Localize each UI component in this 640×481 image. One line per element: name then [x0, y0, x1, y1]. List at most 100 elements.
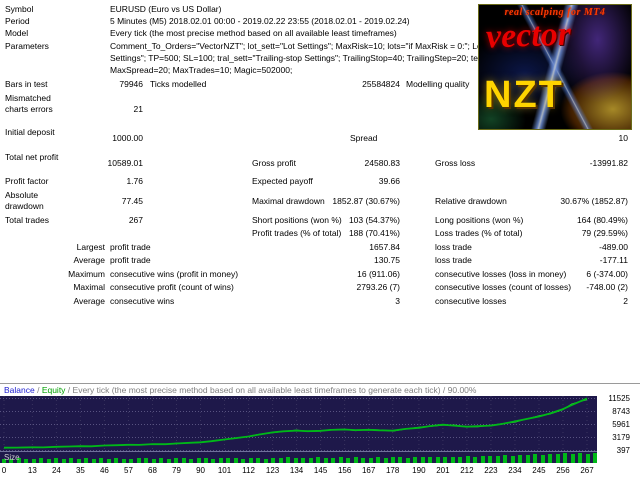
balance-curve-svg [0, 396, 597, 451]
size-bar [218, 458, 223, 463]
largest-profit-label: profit trade [110, 242, 151, 252]
net-profit-value: 10589.01 [107, 158, 143, 168]
logo-title: vector [485, 15, 572, 56]
x-tick-label: 46 [99, 466, 109, 475]
avg-consec-losses-label: consecutive losses [435, 296, 507, 306]
size-bar [368, 457, 373, 463]
quality-label: Modelling quality [406, 79, 470, 89]
total-trades-value: 267 [128, 215, 143, 225]
size-bar [54, 457, 59, 463]
size-bar [278, 458, 283, 463]
size-bar [271, 457, 276, 463]
x-tick-label: 156 [337, 466, 352, 475]
size-bar [338, 457, 343, 463]
profit-trades-label: Profit trades (% of total) [252, 228, 342, 238]
x-tick-label: 101 [217, 466, 232, 475]
x-axis: 0 13 24 35 46 57 68 79 90 101 112 123 134 145 156 167 17… [0, 463, 597, 481]
logo-subtitle: NZT [484, 74, 564, 116]
size-bar [114, 458, 119, 463]
size-bar [226, 457, 231, 463]
size-bar [301, 457, 306, 463]
period-label: Period [5, 16, 30, 26]
expected-payoff-value: 39.66 [378, 176, 400, 186]
x-tick-label: 123 [265, 466, 280, 475]
mismatched-value: 21 [133, 104, 143, 114]
size-bar [405, 457, 410, 463]
gross-profit-value: 24580.83 [364, 158, 400, 168]
spread-value: 10 [618, 133, 628, 143]
parameters-line-3: MaxSpread=20; MaxTrades=10; Magic=502000… [110, 65, 293, 75]
total-trades-label: Total trades [5, 215, 49, 225]
x-tick-label: 190 [412, 466, 426, 475]
profit-factor-label: Profit factor [5, 176, 49, 186]
tester-graph: Balance / Equity / Every tick (the most … [0, 383, 640, 481]
size-bar [2, 458, 6, 463]
x-tick-label: 145 [313, 466, 328, 475]
size-bar [548, 453, 553, 463]
max-drawdown-value: 1852.87 (30.67%) [332, 196, 400, 206]
gross-loss-label: Gross loss [435, 158, 476, 168]
size-bar [61, 459, 66, 463]
size-bar [383, 457, 388, 463]
size-bar [585, 454, 590, 463]
size-bar [391, 456, 395, 463]
max-consec-wins-value: 16 (911.06) [357, 269, 400, 279]
size-bar [203, 457, 208, 463]
mismatched-label: Mismatched charts errors [5, 93, 53, 114]
size-bar [578, 453, 583, 463]
x-tick-label: 178 [385, 466, 400, 475]
size-bar [473, 456, 478, 463]
x-tick-label: 35 [75, 466, 85, 475]
parameters-line-2: Settings"; TP=500; SL=100; tral_sett="Tr… [110, 53, 628, 63]
largest-loss-value: -489.00 [599, 242, 628, 252]
size-bar [9, 459, 14, 463]
bars-value: 79946 [119, 79, 143, 89]
size-bar [159, 458, 164, 463]
max-consec-losses-value: 6 (-374.00) [586, 269, 628, 279]
size-bar [443, 456, 448, 463]
x-tick-label: 223 [484, 466, 498, 475]
parameters-label: Parameters [5, 41, 49, 51]
spread-label: Spread [350, 133, 378, 143]
size-bar [435, 457, 440, 463]
size-bar [376, 457, 381, 463]
avg-consec-wins-label: consecutive wins [110, 296, 175, 306]
ticks-value: 25584824 [362, 79, 400, 89]
size-bar [503, 455, 508, 463]
parameters-line-1: Comment_To_Orders="VectorNZT"; lot_sett=… [110, 41, 598, 51]
size-bar [525, 455, 530, 463]
x-tick-label: 90 [196, 466, 205, 475]
logo-tagline: real scalping for MT4 [504, 7, 606, 18]
average-loss-label: loss trade [435, 255, 472, 265]
balance-plot [0, 396, 597, 451]
size-bar [91, 459, 96, 463]
size-bar [480, 456, 485, 463]
size-bar [241, 458, 246, 463]
x-tick-label: 167 [361, 466, 376, 475]
x-tick-label: 267 [580, 466, 594, 475]
expected-payoff-label: Expected payoff [252, 176, 313, 186]
abs-drawdown-value: 77.45 [121, 196, 143, 206]
legend-separator: / [34, 385, 42, 395]
y-tick-label: 8743 [612, 406, 630, 416]
size-bar [46, 458, 51, 463]
maximal-profit-label: consecutive profit (count of wins) [110, 282, 234, 292]
size-bar [308, 458, 313, 463]
size-bar [555, 454, 560, 463]
size-bar [346, 457, 351, 463]
size-bar [458, 456, 463, 463]
y-axis: 11525 8743 5961 3179 397 [597, 391, 640, 461]
average-profit-label: profit trade [110, 255, 151, 265]
size-bar [211, 458, 216, 463]
max-consec-wins-label: consecutive wins (profit in money) [110, 269, 239, 279]
size-bar [518, 454, 523, 463]
size-bar [99, 457, 104, 463]
size-label: Size [4, 453, 20, 462]
size-bar [361, 458, 366, 463]
largest-label: Largest [76, 242, 105, 252]
maximum-label: Maximum [68, 269, 105, 279]
size-bar [181, 458, 186, 463]
size-bar [144, 457, 149, 463]
size-bar [510, 455, 515, 463]
